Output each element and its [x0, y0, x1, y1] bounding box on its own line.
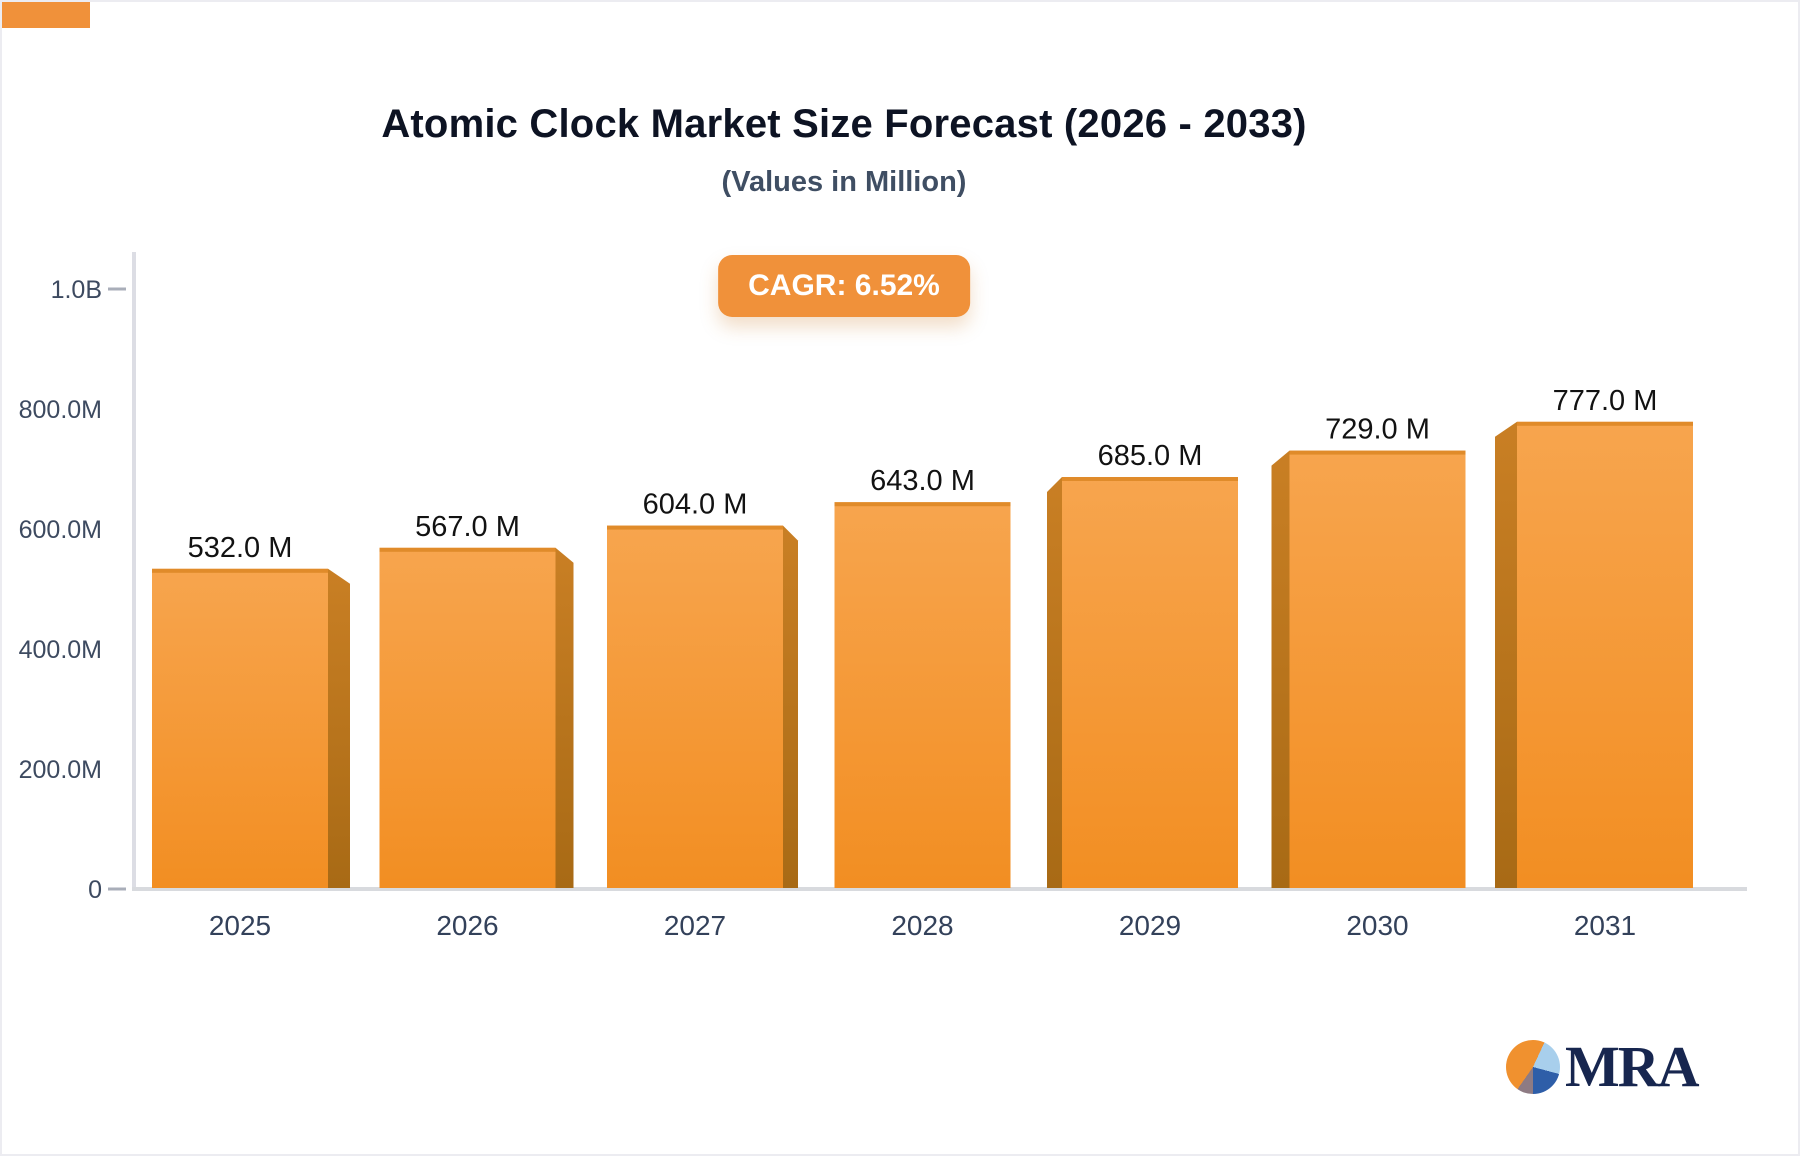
chart-title: Atomic Clock Market Size Forecast (2026 …: [381, 102, 1307, 146]
bar-top-edge: [152, 568, 328, 573]
bar-value-label: 685.0 M: [1098, 440, 1203, 472]
bar-face: [1062, 477, 1238, 888]
corner-accent-bar: [2, 2, 90, 28]
bar-top-edge: [1517, 421, 1693, 426]
bar-2026: 567.0 M: [379, 511, 574, 888]
bar-face: [152, 568, 328, 888]
bar-top-edge: [1289, 450, 1466, 455]
y-axis-tick-label: 1.0B: [51, 276, 102, 304]
bar-2028: 643.0 M: [834, 465, 1011, 888]
bar-value-label: 777.0 M: [1553, 385, 1658, 417]
pie-chart-logo-icon: [1506, 1040, 1560, 1094]
bar-face: [379, 547, 556, 888]
bar-3d-side: [1495, 421, 1517, 888]
y-axis-tick-label: 200.0M: [19, 756, 102, 784]
bar-2027: 604.0 M: [607, 489, 798, 888]
bar-2025: 532.0 M: [152, 532, 350, 888]
y-axis-tick-mark: [108, 887, 126, 891]
bar-3d-side: [1271, 450, 1290, 888]
bar-face: [607, 525, 783, 888]
y-axis-line: [132, 252, 136, 891]
bar-3d-side: [783, 525, 798, 888]
x-axis-category-label: 2029: [1119, 910, 1181, 941]
bar-2029: 685.0 M: [1047, 440, 1238, 888]
bar-face: [834, 502, 1011, 888]
bar-3d-side: [555, 547, 574, 888]
bar-value-label: 532.0 M: [188, 532, 293, 564]
bar-value-label: 643.0 M: [870, 465, 975, 497]
x-axis-category-label: 2031: [1574, 910, 1636, 941]
bar-2030: 729.0 M: [1271, 414, 1466, 888]
y-axis-tick-mark: [108, 287, 126, 291]
brand-logo: MRA: [1506, 1034, 1700, 1099]
x-axis-category-label: 2028: [891, 910, 953, 941]
x-axis-category-label: 2027: [664, 910, 726, 941]
bar-top-edge: [834, 502, 1011, 507]
bar-3d-side: [328, 568, 350, 888]
y-axis-tick-label: 0: [88, 876, 102, 904]
bar-2031: 777.0 M: [1495, 385, 1693, 888]
bar-value-label: 604.0 M: [643, 489, 748, 521]
bar-value-label: 567.0 M: [415, 511, 520, 543]
bar-3d-side: [1047, 477, 1062, 888]
bar-top-edge: [379, 547, 556, 552]
bar-face: [1517, 421, 1693, 888]
y-axis-tick-label: 800.0M: [19, 396, 102, 424]
chart-subtitle: (Values in Million): [721, 166, 967, 198]
bar-top-edge: [607, 525, 783, 530]
bar-value-label: 729.0 M: [1325, 414, 1430, 446]
y-axis-tick-label: 400.0M: [19, 636, 102, 664]
x-axis-category-label: 2030: [1346, 910, 1408, 941]
x-axis-category-label: 2026: [436, 910, 498, 941]
x-axis-category-label: 2025: [209, 910, 271, 941]
cagr-badge: CAGR: 6.52%: [718, 255, 970, 317]
bar-top-edge: [1062, 477, 1238, 481]
x-axis-line: [132, 887, 1747, 891]
bar-face: [1289, 450, 1466, 888]
brand-logo-text: MRA: [1565, 1034, 1700, 1099]
y-axis-tick-label: 600.0M: [19, 516, 102, 544]
